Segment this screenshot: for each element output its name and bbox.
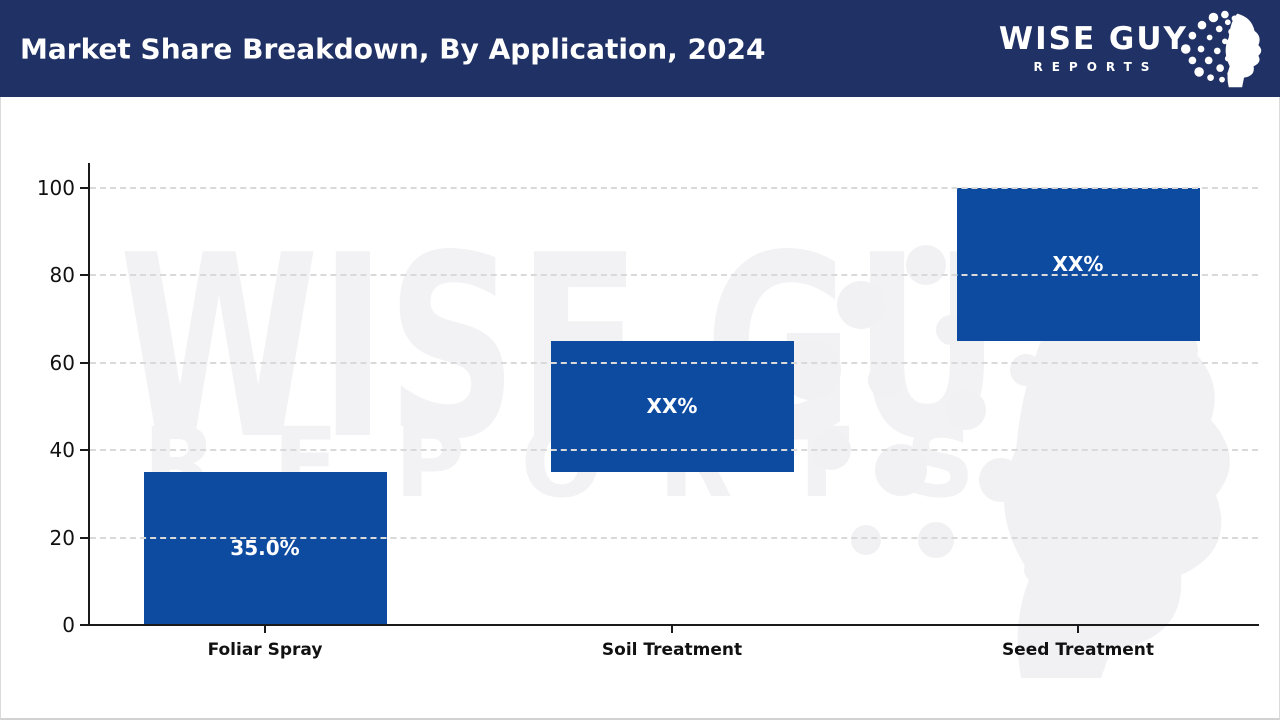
bar-value-label: XX% [646, 394, 698, 419]
bar-segment: XX% [956, 187, 1200, 341]
y-tick-mark [80, 624, 88, 626]
y-tick-label: 0 [62, 613, 75, 637]
brand-logo: WISE GUY REPORTS [999, 6, 1266, 92]
gridline [90, 536, 1258, 539]
x-tick-mark [1077, 626, 1079, 633]
brand-name: WISE GUY [998, 21, 1188, 57]
x-tick-mark [264, 626, 266, 633]
category-label: Foliar Spray [207, 640, 323, 660]
x-tick-mark [671, 626, 673, 633]
y-tick-label: 80 [49, 263, 75, 287]
gridline [90, 449, 1258, 451]
dotted-head-icon [1180, 10, 1262, 88]
watermark-dotted-head [781, 219, 1230, 678]
category-label: Seed Treatment [1001, 640, 1155, 660]
y-tick-mark [80, 186, 88, 189]
y-tick-label: 20 [49, 525, 75, 550]
y-tick-label: 100 [36, 175, 75, 200]
y-tick-mark [80, 449, 88, 451]
bar-value-label: 35.0% [230, 536, 300, 561]
bar-value-label: XX% [1052, 252, 1104, 277]
bar-segment: 35.0% [143, 471, 387, 625]
plot-region: 0 20 40 60 80 100 35.0% XX% XX% Foliar Spray Soil … [1, 97, 1279, 718]
bar-segment: XX% [550, 340, 794, 472]
y-tick-mark [80, 274, 88, 276]
brand-logo-text: WISE GUY REPORTS [998, 21, 1188, 75]
y-tick-mark [80, 361, 88, 364]
x-axis-line [88, 624, 1259, 626]
gridline [90, 274, 1258, 276]
gridline [90, 186, 1258, 189]
y-tick-label: 40 [49, 438, 75, 462]
y-tick-label: 60 [49, 350, 75, 375]
page-title: Market Share Breakdown, By Application, … [20, 32, 766, 65]
chart-area: WISE GUY REPORTS 02040608010035.0%XX%XX%… [0, 97, 1280, 720]
brand-subname: REPORTS [1033, 60, 1159, 74]
header-banner: Market Share Breakdown, By Application, … [0, 0, 1280, 97]
gridline [90, 361, 1258, 364]
y-axis-line [88, 163, 90, 626]
category-label: Soil Treatment [601, 640, 743, 660]
y-tick-mark [80, 536, 88, 539]
